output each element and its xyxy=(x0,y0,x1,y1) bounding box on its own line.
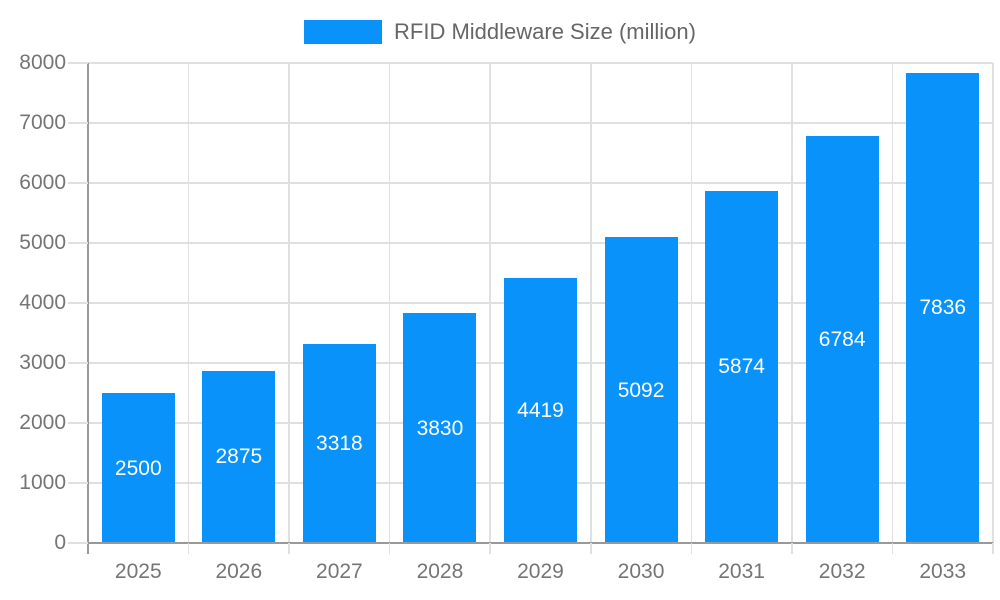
vertical-gridline xyxy=(791,63,793,543)
y-axis-tick xyxy=(68,482,88,484)
x-axis-tick-label: 2031 xyxy=(718,560,765,583)
x-axis-tick-label: 2029 xyxy=(517,560,564,583)
x-axis-tick-label: 2027 xyxy=(316,560,363,583)
bar-value-label: 2875 xyxy=(215,445,263,469)
x-axis-tick xyxy=(891,543,894,554)
y-axis-tick xyxy=(68,422,88,424)
y-axis-tick-label: 7000 xyxy=(19,111,66,134)
x-axis-tick-label: 2033 xyxy=(919,560,967,583)
vertical-gridline xyxy=(992,63,994,543)
vertical-gridline xyxy=(388,63,391,543)
bar-2033[interactable]: 7836 xyxy=(906,72,980,543)
bar-value-label: 2500 xyxy=(114,456,162,480)
bar-value-label: 7836 xyxy=(919,296,967,320)
bar-value-label: 5874 xyxy=(718,355,765,379)
horizontal-gridline xyxy=(88,182,993,184)
y-axis-tick xyxy=(68,362,88,364)
x-axis-tick xyxy=(288,543,290,554)
y-axis-tick-label: 6000 xyxy=(19,171,66,194)
y-axis-tick-label: 2000 xyxy=(19,411,66,434)
legend[interactable]: RFID Middleware Size (million) xyxy=(0,19,1000,45)
y-axis-tick xyxy=(68,302,88,304)
y-axis-tick-label: 3000 xyxy=(19,351,66,374)
bar-2029[interactable]: 4419 xyxy=(504,277,577,543)
plot-area: 2500 2875 3318 3830 4419 5092 5874 6784 7836 xyxy=(88,62,994,543)
bar-value-label: 6784 xyxy=(818,327,866,351)
y-axis-tick-label: 0 xyxy=(54,531,66,554)
bar-2028[interactable]: 3830 xyxy=(403,313,477,543)
y-axis-line xyxy=(87,63,89,554)
x-axis-tick-label: 2032 xyxy=(818,560,866,583)
y-axis-tick xyxy=(68,542,88,544)
legend-label: RFID Middleware Size (million) xyxy=(394,19,696,44)
y-axis-tick-label: 1000 xyxy=(19,471,66,494)
x-axis-line xyxy=(88,542,993,544)
x-axis-tick-label: 2028 xyxy=(416,560,464,583)
y-axis-tick xyxy=(68,242,88,244)
x-axis-tick xyxy=(187,543,190,554)
x-axis-tick-label: 2026 xyxy=(215,560,263,583)
bar-value-label: 5092 xyxy=(617,378,665,402)
x-axis-tick xyxy=(791,543,793,554)
horizontal-gridline xyxy=(88,62,993,64)
bar-2026[interactable]: 2875 xyxy=(202,370,276,543)
y-axis-tick xyxy=(68,62,88,64)
vertical-gridline xyxy=(590,63,592,543)
vertical-gridline xyxy=(690,63,693,543)
bar-value-label: 3830 xyxy=(416,416,464,440)
y-axis-tick xyxy=(68,122,88,124)
y-axis-tick-label: 4000 xyxy=(19,291,66,314)
vertical-gridline xyxy=(288,63,290,543)
x-axis-tick-label: 2025 xyxy=(114,560,162,583)
bar-2031[interactable]: 5874 xyxy=(705,190,779,543)
horizontal-gridline xyxy=(88,122,993,124)
bar-2025[interactable]: 2500 xyxy=(101,393,175,543)
x-axis-tick xyxy=(489,543,491,554)
vertical-gridline xyxy=(891,63,894,543)
x-axis-tick xyxy=(992,543,994,554)
x-axis-tick xyxy=(690,543,693,554)
bar-2027[interactable]: 3318 xyxy=(302,343,376,543)
bar-value-label: 4419 xyxy=(517,398,564,422)
x-axis-tick xyxy=(388,543,391,554)
y-axis-tick xyxy=(68,182,88,184)
horizontal-gridline xyxy=(88,242,993,244)
y-axis-tick-label: 8000 xyxy=(19,51,66,74)
bar-2030[interactable]: 5092 xyxy=(604,237,678,543)
vertical-gridline xyxy=(187,63,190,543)
y-axis-tick-label: 5000 xyxy=(19,231,66,254)
x-axis-tick-label: 2030 xyxy=(617,560,665,583)
vertical-gridline xyxy=(489,63,491,543)
bar-2032[interactable]: 6784 xyxy=(805,135,879,543)
x-axis-tick xyxy=(590,543,592,554)
bar-value-label: 3318 xyxy=(316,431,363,455)
legend-color-swatch xyxy=(304,20,383,44)
